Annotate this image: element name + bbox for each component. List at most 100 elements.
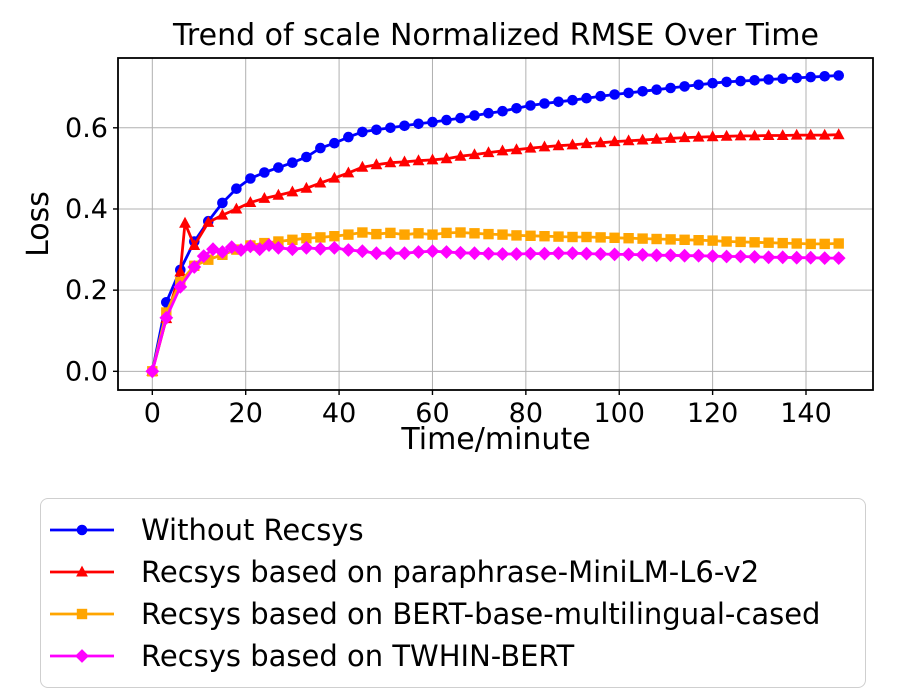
diamond-marker (691, 248, 706, 263)
square-marker (693, 235, 704, 246)
triangle-marker (720, 129, 733, 141)
diamond-marker (75, 649, 89, 663)
x-tick-label: 80 (509, 398, 543, 429)
x-tick-label: 140 (780, 398, 832, 429)
square-marker (203, 254, 214, 265)
square-marker (833, 238, 844, 249)
triangle-marker (398, 155, 411, 167)
triangle-marker (426, 153, 439, 165)
circle-marker (595, 90, 606, 102)
triangle-marker (650, 132, 663, 144)
circle-marker (511, 103, 522, 114)
legend-item: Recsys based on BERT-base-multilingual-c… (49, 593, 865, 635)
triangle-marker (524, 141, 537, 153)
square-marker (385, 227, 396, 239)
diamond-marker (523, 246, 538, 261)
legend-label: Without Recsys (141, 513, 364, 547)
triangle-marker (342, 166, 355, 178)
diamond-marker (453, 245, 468, 260)
triangle-marker (258, 192, 271, 203)
circle-marker (805, 71, 816, 83)
square-marker (581, 231, 592, 243)
circle-marker (357, 126, 368, 138)
triangle-marker (594, 136, 607, 148)
circle-marker (609, 89, 620, 100)
diamond-marker (495, 247, 510, 261)
triangle-marker (496, 144, 509, 156)
circle-marker (497, 105, 508, 117)
diamond-marker (411, 245, 426, 259)
diamond-marker (817, 251, 832, 265)
square-marker (329, 231, 340, 242)
diamond-marker (215, 245, 230, 259)
square-marker (511, 230, 522, 241)
triangle-marker (832, 128, 845, 140)
circle-marker (679, 81, 690, 92)
diamond-marker (355, 244, 370, 259)
square-marker (791, 238, 802, 249)
diamond-marker (649, 248, 664, 263)
diamond-marker (607, 247, 622, 262)
triangle-marker (552, 139, 565, 151)
y-tick-label: 0.2 (65, 275, 108, 306)
legend-sample-circle-icon (50, 524, 114, 536)
triangle-marker (286, 185, 299, 197)
square-marker (749, 237, 760, 248)
diamond-marker (761, 250, 776, 265)
x-tick-label: 100 (593, 398, 645, 429)
circle-marker (441, 114, 452, 126)
square-marker (287, 234, 298, 245)
diamond-marker (145, 364, 160, 379)
square-marker (805, 238, 816, 250)
diamond-marker (271, 241, 286, 255)
diamond-marker (187, 260, 202, 274)
circle-marker (385, 122, 396, 134)
diamond-marker (224, 240, 239, 254)
triangle-marker (300, 181, 313, 193)
triangle-marker (580, 137, 593, 149)
legend-sample-triangle-icon (50, 565, 114, 577)
square-marker (553, 231, 564, 242)
square-marker (441, 227, 452, 239)
triangle-marker (454, 149, 467, 161)
circle-marker (525, 100, 536, 111)
triangle-marker (734, 129, 747, 141)
diamond-marker (206, 242, 220, 257)
diamond-marker (705, 249, 720, 263)
square-marker (623, 233, 634, 244)
diamond-marker (467, 246, 482, 261)
circle-marker (791, 72, 802, 84)
legend-item: Without Recsys (49, 509, 865, 551)
circle-marker (217, 197, 228, 209)
diamond-marker (803, 250, 818, 265)
triangle-marker (370, 158, 383, 170)
x-tick-label: 120 (687, 398, 739, 429)
circle-marker (483, 107, 494, 119)
square-marker (76, 608, 88, 620)
triangle-marker (790, 128, 803, 140)
circle-marker (343, 131, 354, 143)
circle-marker (273, 162, 284, 173)
square-marker (707, 235, 718, 246)
square-marker (721, 236, 732, 247)
diamond-marker (159, 310, 174, 325)
circle-marker (76, 524, 88, 536)
series-line (147, 70, 844, 377)
circle-marker (455, 112, 466, 124)
triangle-marker (664, 132, 677, 143)
circle-marker (301, 151, 312, 163)
y-axis-label: Loss (21, 191, 56, 257)
triangle-marker (482, 146, 495, 158)
diamond-marker (439, 245, 454, 259)
diamond-marker (383, 246, 398, 261)
square-marker (343, 229, 354, 240)
square-marker (539, 231, 550, 242)
series-path (150, 74, 841, 373)
circle-marker (413, 118, 424, 130)
y-tick-label: 0.4 (65, 194, 108, 225)
triangle-marker (230, 202, 243, 214)
triangle-marker (272, 188, 285, 200)
square-marker (371, 228, 382, 240)
square-marker (455, 227, 466, 238)
tick-layer: 0 20 40 60 80 100 120 140 0.0 0.2 0.4 0.6 (65, 113, 832, 429)
